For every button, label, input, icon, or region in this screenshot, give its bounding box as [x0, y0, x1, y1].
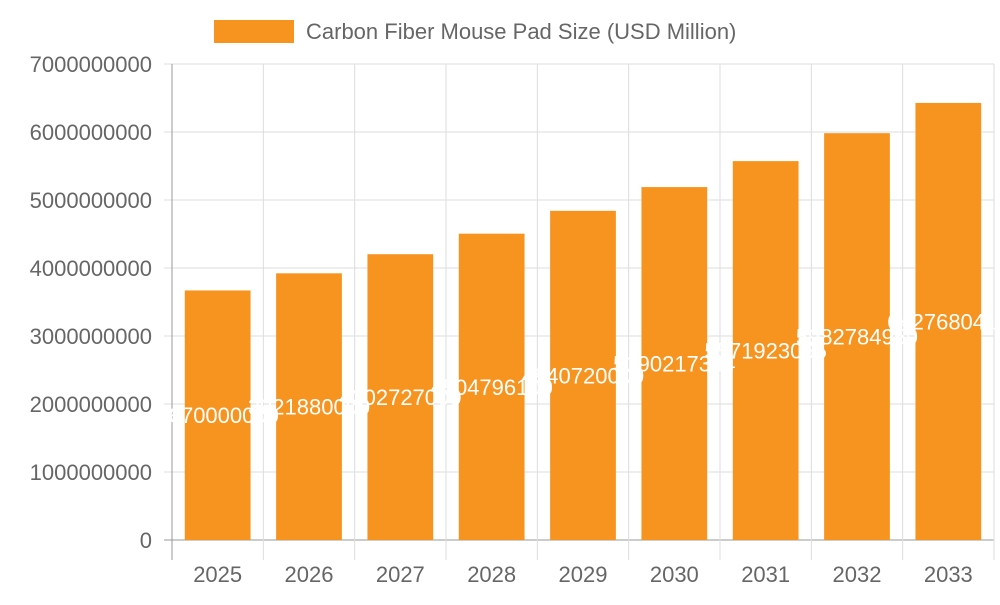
y-tick-label: 5000000000	[30, 188, 152, 213]
bar	[276, 273, 342, 540]
bar	[641, 187, 708, 540]
y-tick-label: 1000000000	[30, 460, 152, 485]
data-label: 5190217344	[613, 352, 735, 377]
y-tick-label: 4000000000	[30, 256, 152, 281]
data-label: 4840720000	[522, 363, 644, 388]
data-labels: 3670000000392188000042027270004504796100…	[156, 309, 1000, 428]
bar	[824, 133, 890, 540]
bar	[367, 254, 434, 540]
x-tick-label: 2027	[376, 562, 425, 587]
data-label: 3921880000	[248, 395, 370, 420]
data-label: 5571923065	[704, 339, 826, 364]
data-label: 6427680412	[887, 309, 1000, 334]
bar	[184, 290, 251, 540]
y-tick-label: 0	[140, 528, 152, 553]
bar	[732, 161, 799, 540]
x-tick-label: 2025	[193, 562, 242, 587]
y-tick-label: 6000000000	[30, 120, 152, 145]
x-tick-label: 2028	[467, 562, 516, 587]
x-tick-label: 2033	[924, 562, 973, 587]
bar	[550, 210, 616, 540]
bar	[458, 233, 525, 540]
y-tick-label: 3000000000	[30, 324, 152, 349]
legend[interactable]: Carbon Fiber Mouse Pad Size (USD Million…	[214, 19, 736, 44]
x-tick-label: 2032	[833, 562, 882, 587]
x-tick-label: 2030	[650, 562, 699, 587]
data-label: 3670000000	[156, 403, 278, 428]
y-tick-label: 7000000000	[30, 52, 152, 77]
data-label: 5982784959	[796, 325, 918, 350]
axes: 0 1000000000 2000000000 3000000000 400000000…	[30, 52, 973, 587]
bar	[915, 102, 982, 541]
data-label: 4504796100	[430, 375, 552, 400]
bars	[184, 102, 982, 541]
legend-swatch	[214, 20, 294, 43]
legend-label: Carbon Fiber Mouse Pad Size (USD Million…	[306, 19, 736, 44]
x-tick-label: 2026	[285, 562, 334, 587]
data-label: 4202727000	[339, 385, 461, 410]
x-tick-label: 2029	[559, 562, 608, 587]
x-tick-label: 2031	[741, 562, 790, 587]
y-tick-label: 2000000000	[30, 392, 152, 417]
